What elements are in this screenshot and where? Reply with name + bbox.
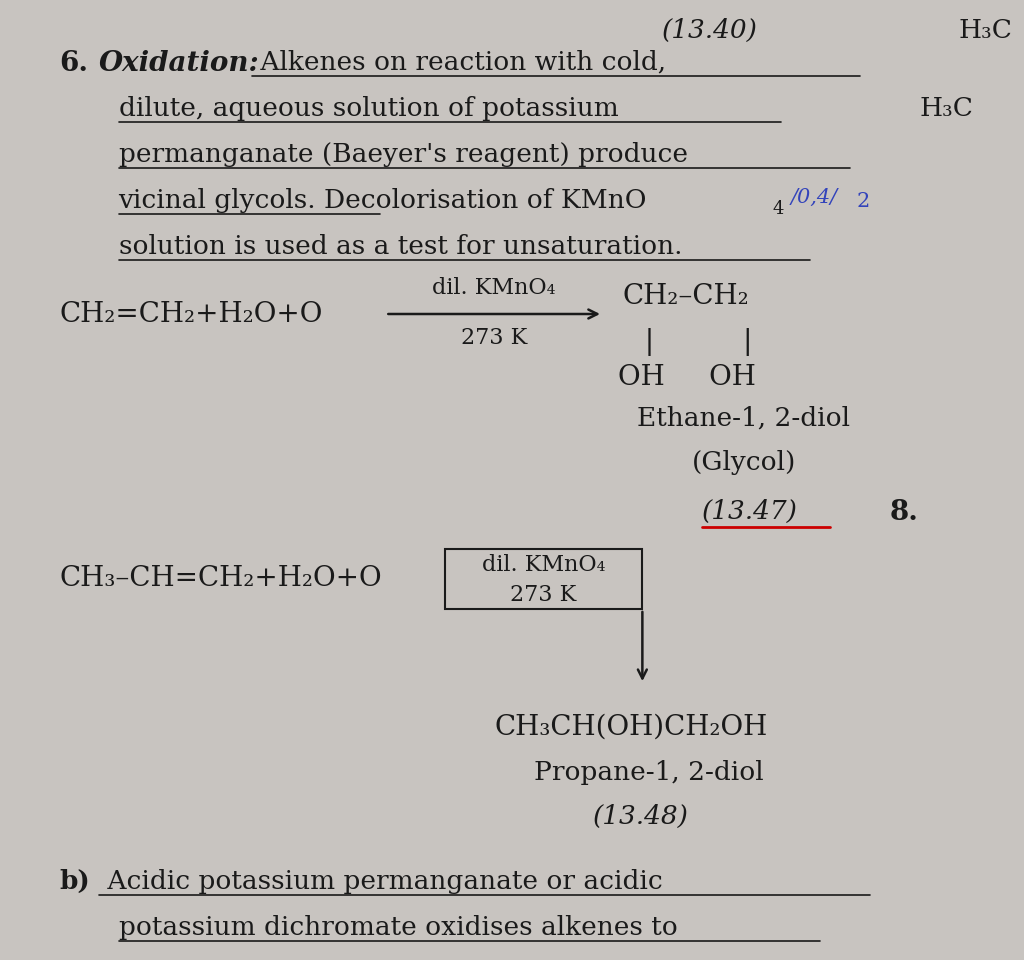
Text: Acidic potassium permanganate or acidic: Acidic potassium permanganate or acidic [99, 869, 663, 894]
Text: Alkenes on reaction with cold,: Alkenes on reaction with cold, [252, 50, 667, 75]
Text: dilute, aqueous solution of potassium: dilute, aqueous solution of potassium [119, 96, 618, 121]
Text: Ethane-1, 2-diol: Ethane-1, 2-diol [637, 406, 850, 431]
Text: (13.47): (13.47) [701, 499, 798, 524]
Text: CH₃CH(OH)CH₂OH: CH₃CH(OH)CH₂OH [495, 714, 767, 741]
Text: H₃C: H₃C [958, 18, 1013, 43]
Text: |          |: | | [627, 328, 752, 356]
Text: /0,4/: /0,4/ [791, 188, 838, 207]
Text: Oxidation:: Oxidation: [99, 50, 259, 77]
Text: CH₂=CH₂+H₂O+O: CH₂=CH₂+H₂O+O [59, 300, 323, 327]
Text: CH₃–CH=CH₂+H₂O+O: CH₃–CH=CH₂+H₂O+O [59, 565, 382, 592]
Text: 4: 4 [773, 200, 784, 218]
Text: permanganate (Baeyer's reagent) produce: permanganate (Baeyer's reagent) produce [119, 142, 687, 167]
Text: (13.48): (13.48) [593, 804, 689, 829]
Text: CH₂–CH₂: CH₂–CH₂ [623, 282, 750, 309]
Text: H₃C: H₃C [920, 96, 973, 121]
Text: 8.: 8. [890, 499, 919, 526]
Bar [444, 549, 642, 609]
Text: b): b) [59, 869, 90, 894]
Text: dil. KMnO₄: dil. KMnO₄ [432, 277, 556, 299]
Text: 6.: 6. [59, 50, 88, 77]
Text: OH     OH: OH OH [617, 364, 756, 391]
Text: vicinal glycols. Decolorisation of KMnO: vicinal glycols. Decolorisation of KMnO [119, 188, 647, 213]
Text: solution is used as a test for unsaturation.: solution is used as a test for unsaturat… [119, 234, 682, 259]
Text: dil. KMnO₄: dil. KMnO₄ [481, 554, 605, 576]
Text: 2: 2 [857, 192, 870, 211]
Text: (13.40): (13.40) [663, 18, 758, 43]
Text: (Glycol): (Glycol) [692, 450, 796, 475]
Text: 273 K: 273 K [510, 584, 577, 606]
Text: 273 K: 273 K [461, 327, 527, 349]
Text: Propane-1, 2-diol: Propane-1, 2-diol [534, 760, 763, 785]
Text: potassium dichromate oxidises alkenes to: potassium dichromate oxidises alkenes to [119, 915, 677, 940]
